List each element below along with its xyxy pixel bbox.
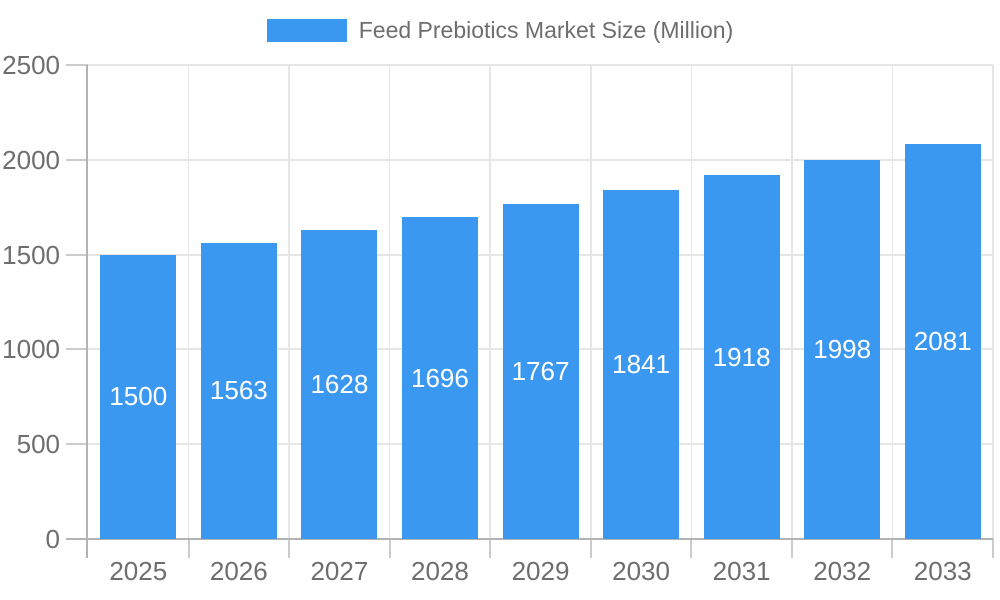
x-axis-tick xyxy=(690,539,693,558)
x-axis-tick-label: 2026 xyxy=(209,556,268,586)
bar-value-label: 1500 xyxy=(109,381,168,412)
y-axis-tick-label: 2500 xyxy=(2,50,60,80)
bar-value-label: 1696 xyxy=(411,362,469,393)
x-axis-tick-label: 2033 xyxy=(913,556,972,586)
gridline-x xyxy=(891,65,894,539)
bar-value-label: 1841 xyxy=(612,348,670,379)
gridline-y xyxy=(88,158,993,161)
y-axis-tick xyxy=(66,253,88,256)
gridline-x xyxy=(187,65,190,539)
x-axis-tick-label: 2030 xyxy=(612,556,670,586)
bar-2027: 1628 xyxy=(301,230,378,539)
x-axis-tick-label: 2032 xyxy=(813,556,872,586)
x-axis-tick xyxy=(187,539,190,558)
y-axis-tick xyxy=(66,443,88,446)
x-axis-tick xyxy=(790,539,793,558)
legend-swatch xyxy=(266,19,347,42)
gridline-x xyxy=(690,65,693,539)
x-axis-tick-label: 2031 xyxy=(712,556,771,586)
bar-2029: 1767 xyxy=(502,203,579,539)
bar-2033: 2081 xyxy=(904,144,981,539)
chart-legend: Feed Prebiotics Market Size (Million) xyxy=(0,17,1000,44)
gridline-x xyxy=(590,65,592,539)
bar-value-label: 1628 xyxy=(310,369,369,400)
bar-value-label: 2081 xyxy=(913,326,972,357)
x-axis-tick xyxy=(388,539,391,558)
bar-2026: 1563 xyxy=(200,242,277,539)
gridline-y xyxy=(88,64,993,66)
y-axis-tick-label: 1500 xyxy=(2,239,60,270)
bar-value-label: 1563 xyxy=(209,375,268,406)
y-axis-tick xyxy=(66,64,88,66)
y-axis-tick-label: 2000 xyxy=(2,144,60,175)
y-axis-tick-label: 1000 xyxy=(2,334,60,365)
legend-label: Feed Prebiotics Market Size (Million) xyxy=(358,17,734,43)
gridline-x xyxy=(388,65,391,539)
x-axis-tick xyxy=(589,539,592,558)
gridline-x xyxy=(791,65,793,539)
x-axis-tick xyxy=(891,539,894,558)
x-axis-tick-label: 2028 xyxy=(411,556,469,586)
x-axis-tick-label: 2027 xyxy=(310,556,369,586)
x-axis-tick-label: 2025 xyxy=(109,556,168,586)
x-axis-tick xyxy=(489,539,492,558)
gridline-x xyxy=(288,65,290,539)
bar-2032: 1998 xyxy=(804,160,881,539)
bar-2030: 1841 xyxy=(603,189,680,539)
x-axis-tick xyxy=(288,539,291,558)
y-axis-tick xyxy=(66,348,88,351)
bar-value-label: 1767 xyxy=(511,355,570,386)
y-axis-tick-label: 500 xyxy=(16,429,60,460)
y-axis-tick xyxy=(66,158,88,161)
gridline-x xyxy=(489,65,491,539)
gridline-x xyxy=(992,65,994,539)
y-axis-line xyxy=(86,65,88,558)
x-axis-tick xyxy=(992,539,994,558)
bar-value-label: 1918 xyxy=(712,341,771,372)
plot-area: 0 500 1000 1500 2000 2500 1500 1563 1628 1696 1767… xyxy=(2,50,994,586)
y-axis-tick-label: 0 xyxy=(45,524,60,554)
x-axis-tick-label: 2029 xyxy=(511,556,570,586)
bar-2031: 1918 xyxy=(703,175,780,539)
bar-2028: 1696 xyxy=(401,217,478,539)
bar-value-label: 1998 xyxy=(813,334,872,365)
bar-2025: 1500 xyxy=(100,254,177,539)
